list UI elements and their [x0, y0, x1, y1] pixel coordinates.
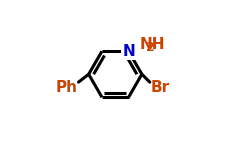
Text: NH: NH [140, 37, 165, 52]
Text: Ph: Ph [55, 80, 77, 95]
Text: Br: Br [151, 80, 170, 95]
Text: N: N [122, 44, 135, 59]
Text: 2: 2 [146, 41, 155, 54]
